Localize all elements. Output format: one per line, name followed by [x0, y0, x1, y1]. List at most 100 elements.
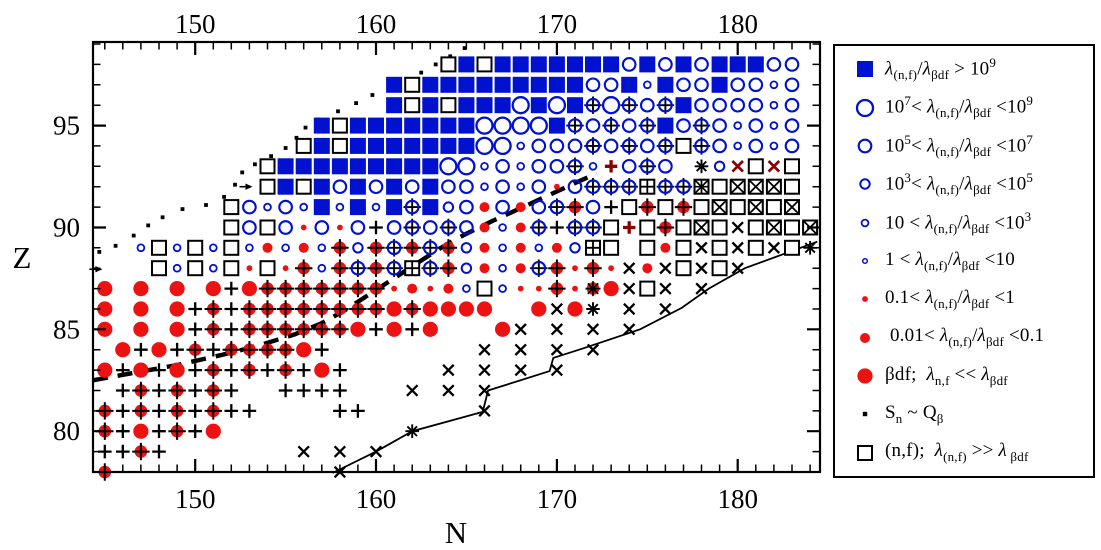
data-point: [188, 383, 202, 398]
data-point: [172, 263, 182, 273]
small-arrow-icon: [89, 266, 103, 273]
sn-qbeta-dot: [269, 154, 273, 158]
data-point: [440, 137, 457, 154]
data-point: [368, 117, 384, 134]
data-point: [242, 199, 257, 215]
data-point: [479, 222, 490, 233]
data-point: [422, 301, 438, 317]
data-point: [712, 97, 727, 113]
data-point: [439, 157, 458, 176]
legend-label: 105< λ(n,f)/λβdf <107: [885, 131, 1034, 159]
data-point: [567, 97, 583, 114]
data-point: [572, 265, 578, 272]
data-point: [245, 243, 254, 253]
data-point: [152, 444, 166, 459]
legend-symbol-c3: [845, 169, 885, 199]
data-point: [584, 177, 602, 196]
data-point: [515, 242, 526, 253]
sn-qbeta-dot: [160, 215, 165, 220]
data-point: [784, 118, 800, 133]
data-point: [586, 302, 600, 316]
data-point: [295, 320, 313, 338]
data-point: [349, 199, 366, 216]
data-point: [657, 76, 674, 93]
data-point: [478, 363, 491, 377]
data-point: [498, 243, 507, 253]
data-point: [694, 77, 709, 93]
data-point: [478, 343, 491, 356]
legend-label: 103< λ(n,f)/λβdf <105: [885, 170, 1034, 198]
data-point: [604, 160, 618, 173]
data-point: [352, 242, 364, 254]
data-point: [767, 241, 781, 254]
data-point: [585, 118, 601, 133]
data-point: [480, 182, 489, 191]
data-point: [224, 383, 239, 398]
data-point: [534, 243, 544, 253]
data-point: [784, 97, 800, 113]
data-point: [459, 220, 474, 235]
data-point: [530, 259, 548, 277]
data-point: [458, 137, 475, 154]
data-point: [276, 320, 295, 338]
data-point: [404, 97, 421, 114]
data-point: [331, 279, 349, 298]
data-point: [693, 199, 710, 216]
sn-qbeta-dot: [370, 93, 375, 97]
data-point: [168, 381, 186, 400]
data-point: [550, 323, 564, 336]
data-point: [403, 239, 421, 257]
data-point: [601, 96, 621, 115]
data-point: [458, 117, 475, 134]
data-point: [584, 259, 602, 277]
data-point: [747, 178, 764, 195]
data-point: [711, 56, 728, 73]
data-point: [427, 285, 434, 292]
data-point: [349, 300, 367, 318]
data-point: [711, 199, 728, 216]
data-point: [422, 137, 439, 154]
data-point: [259, 219, 276, 236]
data-point: [712, 118, 727, 133]
legend-label: λ(n,f)/λβdf > 109: [885, 55, 997, 83]
data-point: [516, 141, 526, 151]
legend-symbol-d: [845, 399, 885, 429]
data-point: [551, 242, 562, 253]
data-point: [443, 283, 454, 294]
data-point: [694, 97, 709, 113]
data-point: [116, 444, 130, 459]
data-point: [604, 200, 618, 214]
data-point: [335, 202, 345, 212]
data-point: [731, 221, 744, 234]
data-point: [511, 116, 530, 135]
data-point: [278, 383, 293, 398]
data-point: [422, 220, 438, 235]
data-point: [134, 342, 148, 357]
data-point: [784, 138, 800, 154]
data-point: [386, 117, 403, 134]
data-point: [784, 57, 800, 72]
data-point: [350, 220, 366, 235]
data-point: [224, 363, 239, 377]
legend-item: βdf; λn,f << λβdf: [845, 359, 1093, 393]
data-point: [259, 260, 276, 277]
data-point: [422, 178, 439, 195]
data-point: [313, 279, 331, 298]
data-point: [458, 301, 474, 317]
data-point: [675, 219, 692, 236]
data-point: [331, 239, 349, 257]
data-point: [313, 199, 330, 216]
data-point: [694, 57, 709, 72]
data-point: [439, 259, 458, 277]
data-point: [566, 157, 584, 176]
data-point: [602, 177, 620, 196]
data-point: [747, 239, 764, 256]
data-point: [493, 116, 512, 135]
legend-symbol-c2: [845, 208, 885, 238]
data-point: [313, 178, 330, 195]
data-point: [349, 259, 367, 277]
data-point: [296, 363, 311, 377]
data-point: [367, 279, 385, 298]
legend-symbol-bs: [845, 54, 885, 84]
